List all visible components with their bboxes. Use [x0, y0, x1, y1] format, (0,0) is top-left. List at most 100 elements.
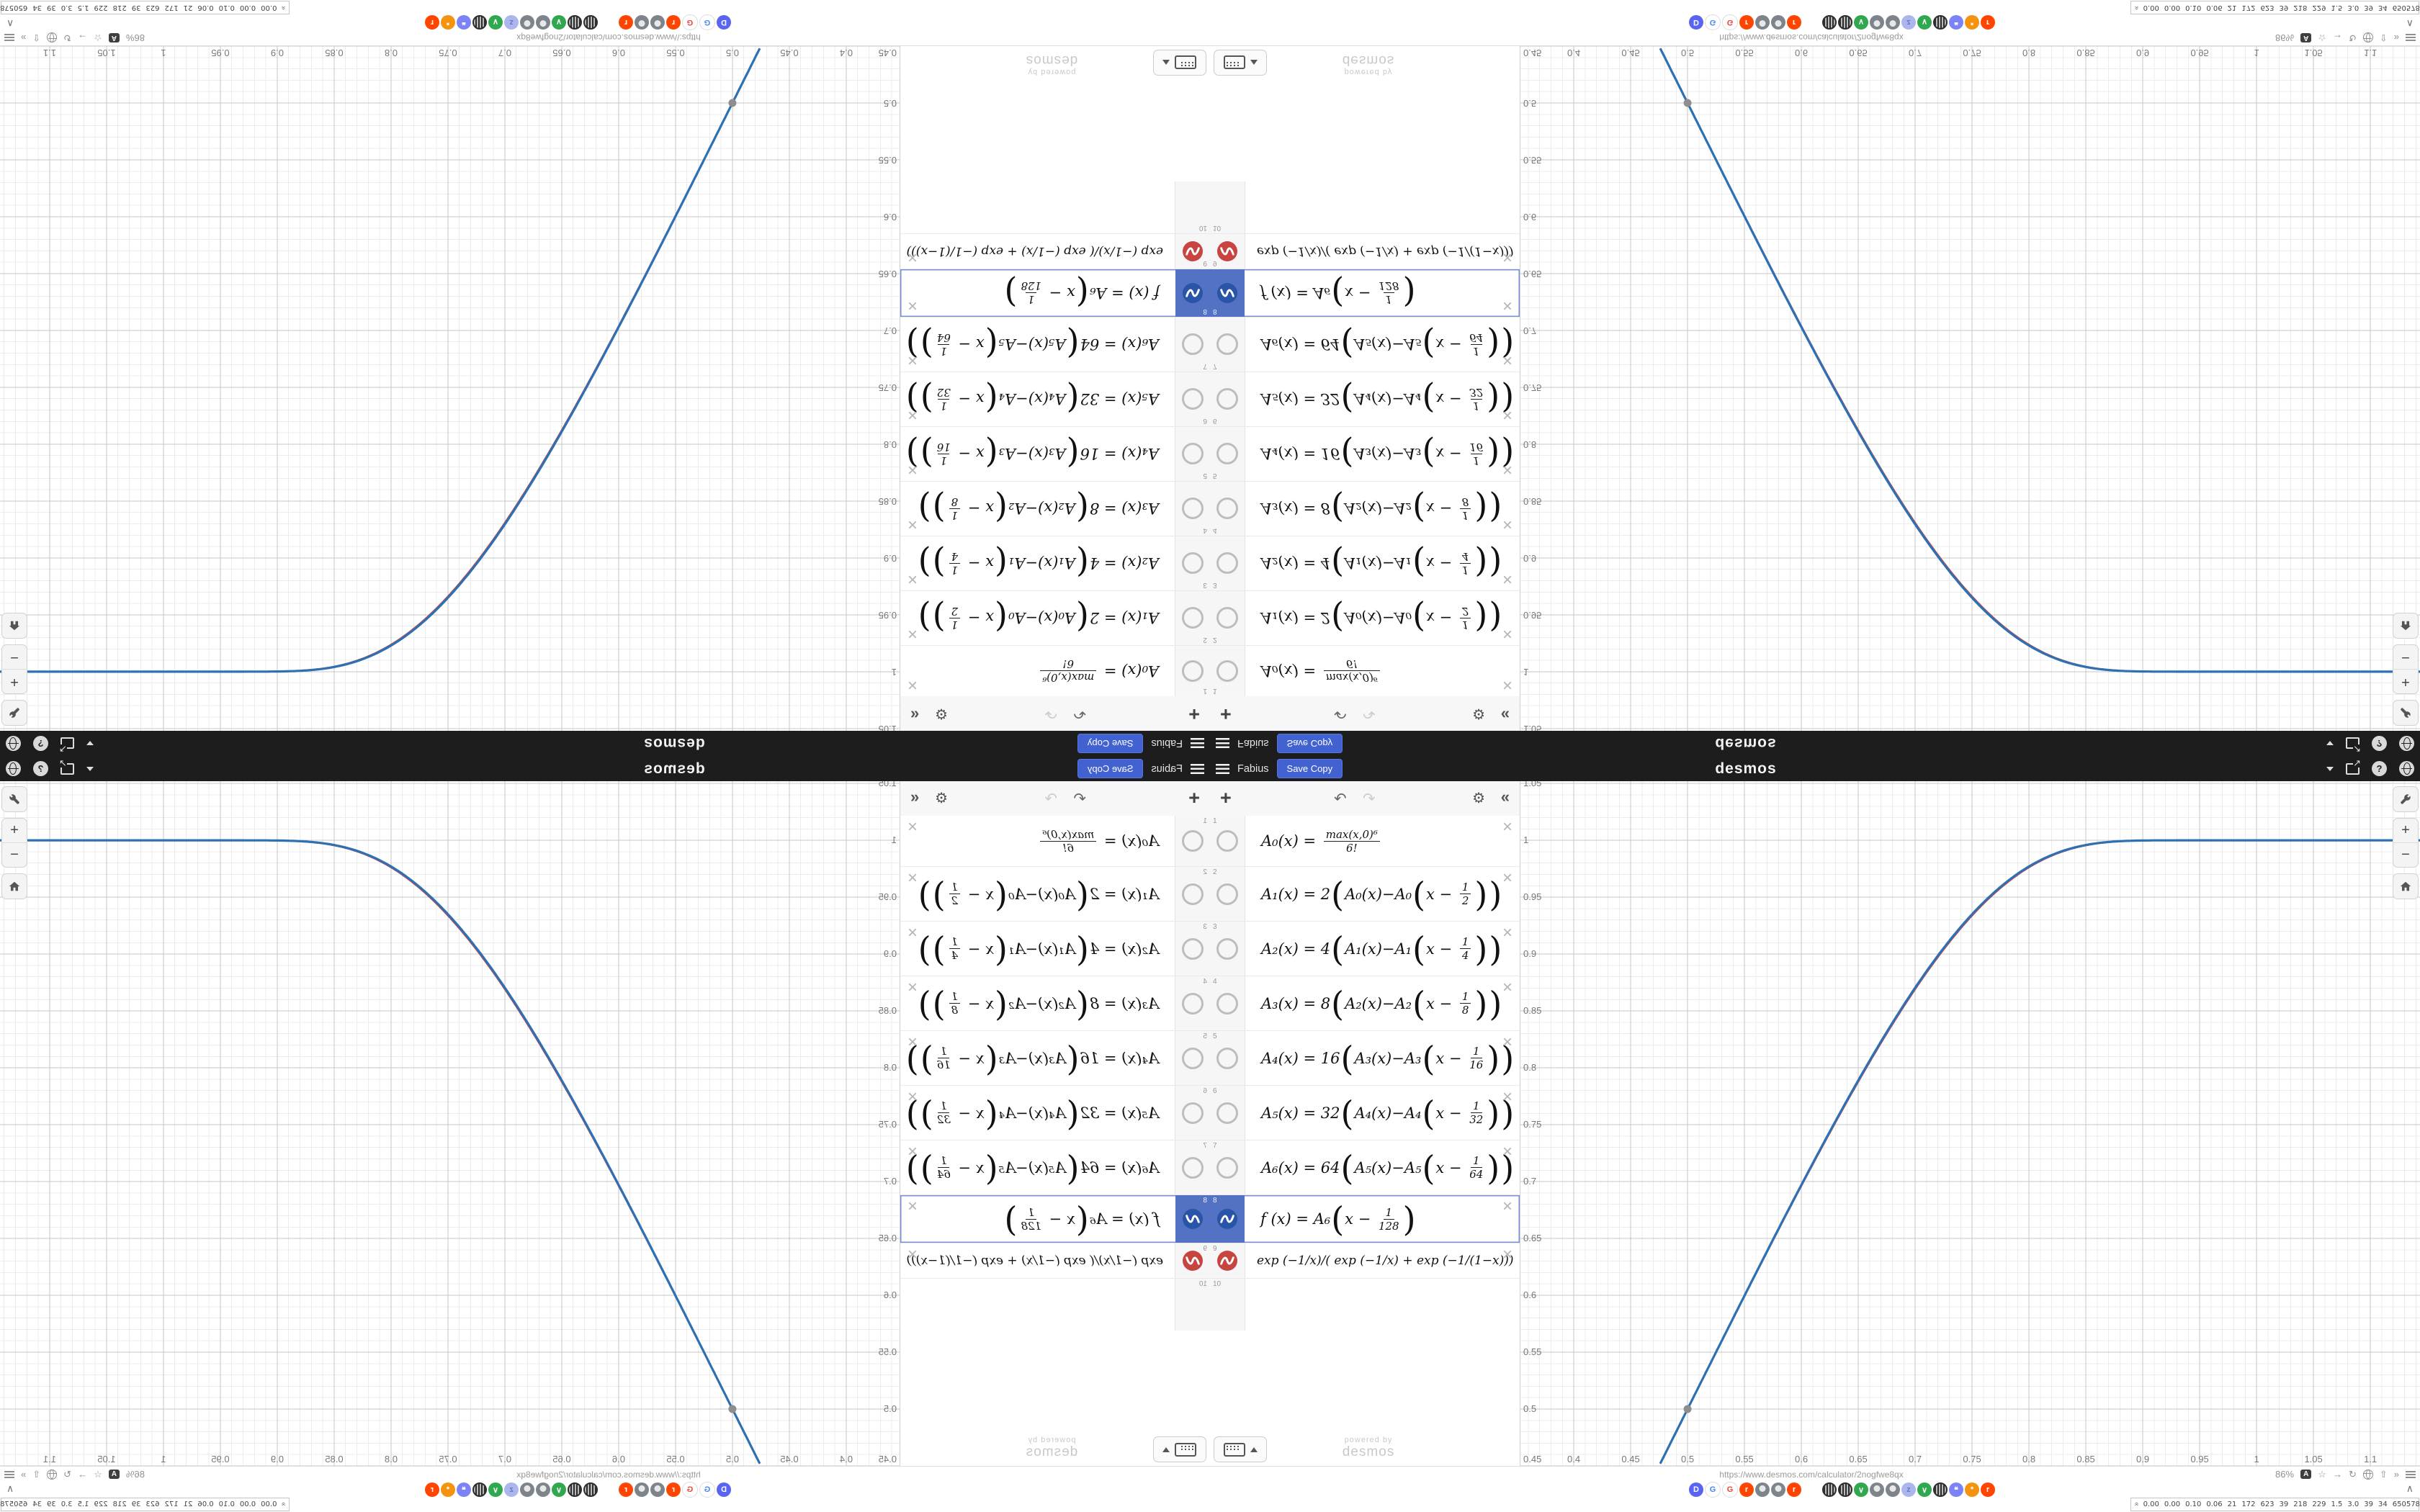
green-wave-favicon[interactable]: ∨	[1917, 1482, 1932, 1497]
raccoon-favicon[interactable]	[520, 1482, 534, 1497]
expression-gutter[interactable]: 3	[1210, 922, 1245, 976]
expression-gutter[interactable]: 1	[1175, 816, 1210, 866]
default-viewport-home-button[interactable]	[1, 873, 27, 899]
chat-bubble-favicon[interactable]: ❝	[457, 15, 471, 30]
expression-gutter[interactable]: 7	[1175, 318, 1210, 372]
translate-icon[interactable]: A	[2300, 1470, 2312, 1479]
expression-math[interactable]: f (x) = A₆(x − 1 128)	[1260, 1199, 1416, 1239]
expression-row[interactable]: 3 A₂(x) = 4(A₁(x)−A₁(x − 1 4)) ×	[1210, 536, 1520, 590]
raccoon-favicon[interactable]	[635, 15, 649, 30]
expression-gutter[interactable]: 8	[1210, 1195, 1245, 1243]
reddit-favicon[interactable]: r	[619, 15, 633, 30]
expression-gutter[interactable]: 6	[1210, 372, 1245, 426]
bookmark-star-icon[interactable]: ☆	[94, 1468, 102, 1480]
raccoon-favicon[interactable]	[1771, 15, 1785, 30]
wave-blue-plot-icon[interactable]	[1183, 283, 1203, 303]
help-icon[interactable]: ?	[33, 761, 48, 776]
expression-gutter[interactable]: 5	[1175, 1031, 1210, 1085]
expression-math[interactable]: A₃(x) = 8(A₂(x)−A₂(x − 1 8))	[1261, 488, 1502, 529]
delete-expression-icon[interactable]: ×	[1502, 515, 1512, 534]
expression-gutter[interactable]: 9	[1210, 1243, 1245, 1278]
hidden-plot-circle-icon[interactable]	[1216, 830, 1238, 852]
undo-button[interactable]: ↶	[1073, 705, 1086, 721]
expression-row[interactable]: 8 f (x) = A₆(x − 1 128) ×	[1210, 1195, 1520, 1243]
hidden-plot-circle-icon[interactable]	[1216, 1047, 1238, 1069]
caret-down-icon[interactable]	[86, 766, 94, 771]
green-wave-favicon[interactable]: ∨	[552, 1482, 566, 1497]
expression-gutter[interactable]: 2	[1175, 867, 1210, 921]
url-text[interactable]: https://www.desmos.com/calculator/2nogfw…	[516, 1469, 701, 1480]
expression-row[interactable]: 6 A₅(x) = 32(A₄(x)−A₄(x − 1 32)) ×	[900, 372, 1210, 426]
hidden-plot-circle-icon[interactable]	[1182, 1156, 1204, 1179]
delete-expression-icon[interactable]: ×	[1502, 624, 1512, 644]
expression-math[interactable]: A₆(x) = 64(A₅(x)−A₅(x − 1 64))	[1261, 1147, 1515, 1188]
forward-icon[interactable]: →	[78, 1469, 88, 1480]
reddit-favicon[interactable]: r	[425, 1482, 439, 1497]
hidden-plot-circle-icon[interactable]	[1216, 660, 1238, 682]
google-favicon[interactable]: G	[1722, 14, 1738, 30]
google-favicon[interactable]: G	[1705, 14, 1721, 30]
marked-point[interactable]	[728, 99, 737, 107]
reddit-favicon[interactable]: r	[425, 15, 439, 30]
discord-favicon[interactable]: D	[717, 1482, 731, 1497]
expression-math[interactable]: A₂(x) = 4(A₁(x)−A₁(x − 1 4))	[918, 543, 1159, 584]
expression-math[interactable]: A₁(x) = 2(A₀(x)−A₀(x − 1 2))	[918, 873, 1159, 914]
expression-row[interactable]: 1 A₀(x) = max(x,0)⁶ 6! ×	[900, 816, 1210, 867]
zoom-level-indicator[interactable]: 86%	[125, 1469, 145, 1480]
zoom-in-button[interactable]: +	[10, 674, 19, 690]
delete-expression-icon[interactable]: ×	[908, 351, 918, 370]
collapse-caret-icon[interactable]: ∧	[2406, 18, 2414, 30]
delete-expression-icon[interactable]: ×	[1502, 1032, 1512, 1052]
raccoon-favicon[interactable]	[635, 1482, 649, 1497]
graph-canvas[interactable]: 0.4 0.45 0.5 0.55 0.6 0.65 0.7 0.75 0.8 0.85 0.9 0.…	[0, 778, 900, 1467]
raccoon-favicon[interactable]	[1870, 1482, 1884, 1497]
translate-icon[interactable]: A	[108, 33, 120, 42]
expression-row[interactable]: 10	[900, 1279, 1210, 1331]
chat-bubble-favicon[interactable]: ❝	[457, 1482, 471, 1497]
url-text[interactable]: https://www.desmos.com/calculator/2nogfw…	[1719, 32, 1904, 43]
expression-gutter[interactable]: 4	[1175, 482, 1210, 536]
url-text[interactable]: https://www.desmos.com/calculator/2nogfw…	[516, 32, 701, 43]
forward-icon[interactable]: →	[2332, 1469, 2342, 1480]
hidden-plot-circle-icon[interactable]	[1182, 1102, 1204, 1124]
expression-row[interactable]: 3 A₂(x) = 4(A₁(x)−A₁(x − 1 4)) ×	[900, 536, 1210, 590]
expression-math[interactable]	[1245, 181, 1520, 233]
wave-blue-plot-icon[interactable]	[1217, 1209, 1237, 1229]
sun-badge-favicon[interactable]: *	[441, 15, 455, 30]
add-expression-button[interactable]: +	[1188, 703, 1200, 725]
expression-math[interactable]: A₀(x) = max(x,0)⁶ 6!	[1245, 646, 1520, 696]
delete-expression-icon[interactable]: ×	[908, 248, 918, 267]
more-chevrons-icon[interactable]: »	[21, 1469, 27, 1480]
hidden-plot-circle-icon[interactable]	[1216, 333, 1238, 356]
url-text[interactable]: https://www.desmos.com/calculator/2nogfw…	[1719, 1469, 1904, 1480]
graph-canvas[interactable]: 0.4 0.45 0.5 0.55 0.6 0.65 0.7 0.75 0.8 0.85 0.9 0.…	[0, 45, 900, 734]
trash-favicon[interactable]	[1838, 1482, 1852, 1497]
reddit-favicon[interactable]: r	[666, 1482, 681, 1497]
graph-settings-wrench-button[interactable]	[1, 700, 27, 726]
expression-gutter[interactable]: 9	[1175, 1243, 1210, 1278]
browser-address-bar[interactable]: https://www.desmos.com/calculator/2nogfw…	[0, 1466, 1210, 1482]
curve-f-of-x[interactable]	[1659, 48, 2420, 673]
show-keyboard-button[interactable]	[1153, 50, 1206, 76]
wave-red-plot-icon[interactable]	[1183, 241, 1203, 261]
share-icon[interactable]	[60, 737, 74, 750]
expression-math[interactable]: f (x) = A₆(x − 1 128)	[1004, 1199, 1160, 1239]
expression-row[interactable]: 8 f (x) = A₆(x − 1 128) ×	[900, 269, 1210, 317]
hidden-plot-circle-icon[interactable]	[1216, 443, 1238, 465]
account-name[interactable]: Fabius	[1237, 737, 1269, 750]
google-favicon[interactable]: G	[682, 1482, 698, 1498]
browser-address-bar[interactable]: https://www.desmos.com/calculator/2nogfw…	[1210, 30, 2420, 46]
expression-row[interactable]: 10	[1210, 181, 1520, 233]
wave-red-plot-icon[interactable]	[1183, 1251, 1203, 1271]
bookmark-star-icon[interactable]: ☆	[2318, 1468, 2326, 1480]
expression-row[interactable]: 5 A₄(x) = 16(A₃(x)−A₃(x − 1 16)) ×	[1210, 426, 1520, 481]
expression-math[interactable]: A₄(x) = 16(A₃(x)−A₃(x − 1 16))	[1261, 1038, 1515, 1079]
expression-math[interactable]: A₃(x) = 8(A₂(x)−A₂(x − 1 8))	[918, 983, 1159, 1024]
delete-expression-icon[interactable]: ×	[908, 817, 918, 837]
sun-badge-favicon[interactable]: *	[1965, 15, 1979, 30]
expression-gutter[interactable]: 3	[1175, 922, 1210, 976]
menu-icon[interactable]	[2406, 1470, 2416, 1478]
globe-icon[interactable]	[47, 32, 58, 43]
sleepy-face-favicon[interactable]: z	[504, 15, 519, 30]
save-copy-button[interactable]: Save Copy	[1276, 734, 1343, 753]
